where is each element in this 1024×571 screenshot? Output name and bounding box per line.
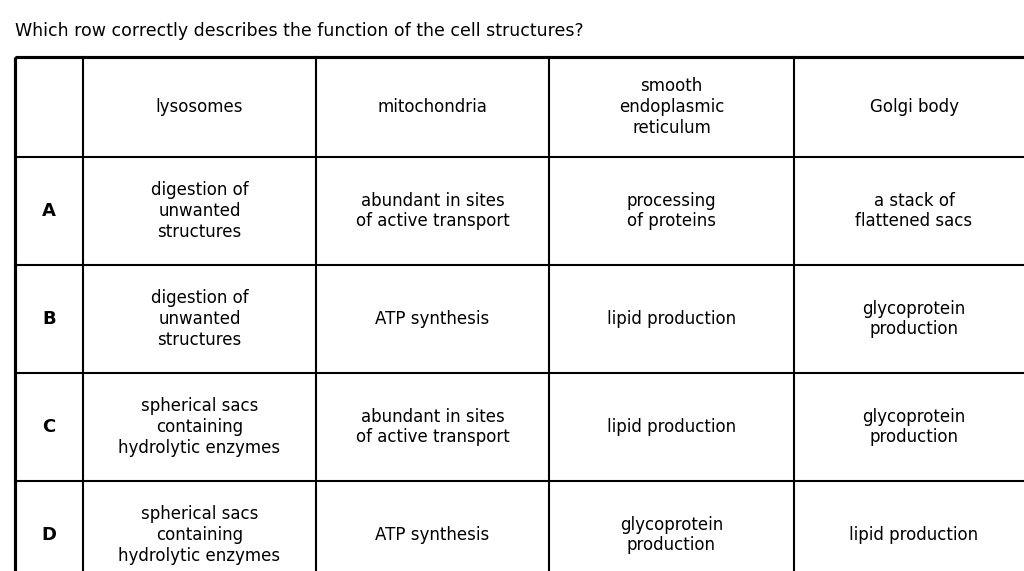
Text: mitochondria: mitochondria [378,98,487,116]
Text: a stack of
flattened sacs: a stack of flattened sacs [855,192,973,231]
Text: Golgi body: Golgi body [869,98,958,116]
Text: D: D [42,526,56,544]
Text: C: C [42,418,55,436]
Text: abundant in sites
of active transport: abundant in sites of active transport [355,408,509,447]
Text: glycoprotein
production: glycoprotein production [862,300,966,339]
Text: ATP synthesis: ATP synthesis [376,310,489,328]
Text: spherical sacs
containing
hydrolytic enzymes: spherical sacs containing hydrolytic enz… [119,397,281,457]
Text: abundant in sites
of active transport: abundant in sites of active transport [355,192,509,231]
Text: ATP synthesis: ATP synthesis [376,526,489,544]
Text: B: B [42,310,56,328]
Text: glycoprotein
production: glycoprotein production [620,516,723,554]
Text: smooth
endoplasmic
reticulum: smooth endoplasmic reticulum [618,77,724,137]
Text: processing
of proteins: processing of proteins [627,192,717,231]
Text: A: A [42,202,56,220]
Text: lysosomes: lysosomes [156,98,244,116]
Text: digestion of
unwanted
structures: digestion of unwanted structures [151,289,248,349]
Text: spherical sacs
containing
hydrolytic enzymes: spherical sacs containing hydrolytic enz… [119,505,281,565]
Text: Which row correctly describes the function of the cell structures?: Which row correctly describes the functi… [15,22,584,40]
Text: lipid production: lipid production [850,526,979,544]
Text: glycoprotein
production: glycoprotein production [862,408,966,447]
Text: lipid production: lipid production [607,418,736,436]
Text: digestion of
unwanted
structures: digestion of unwanted structures [151,181,248,241]
Text: lipid production: lipid production [607,310,736,328]
